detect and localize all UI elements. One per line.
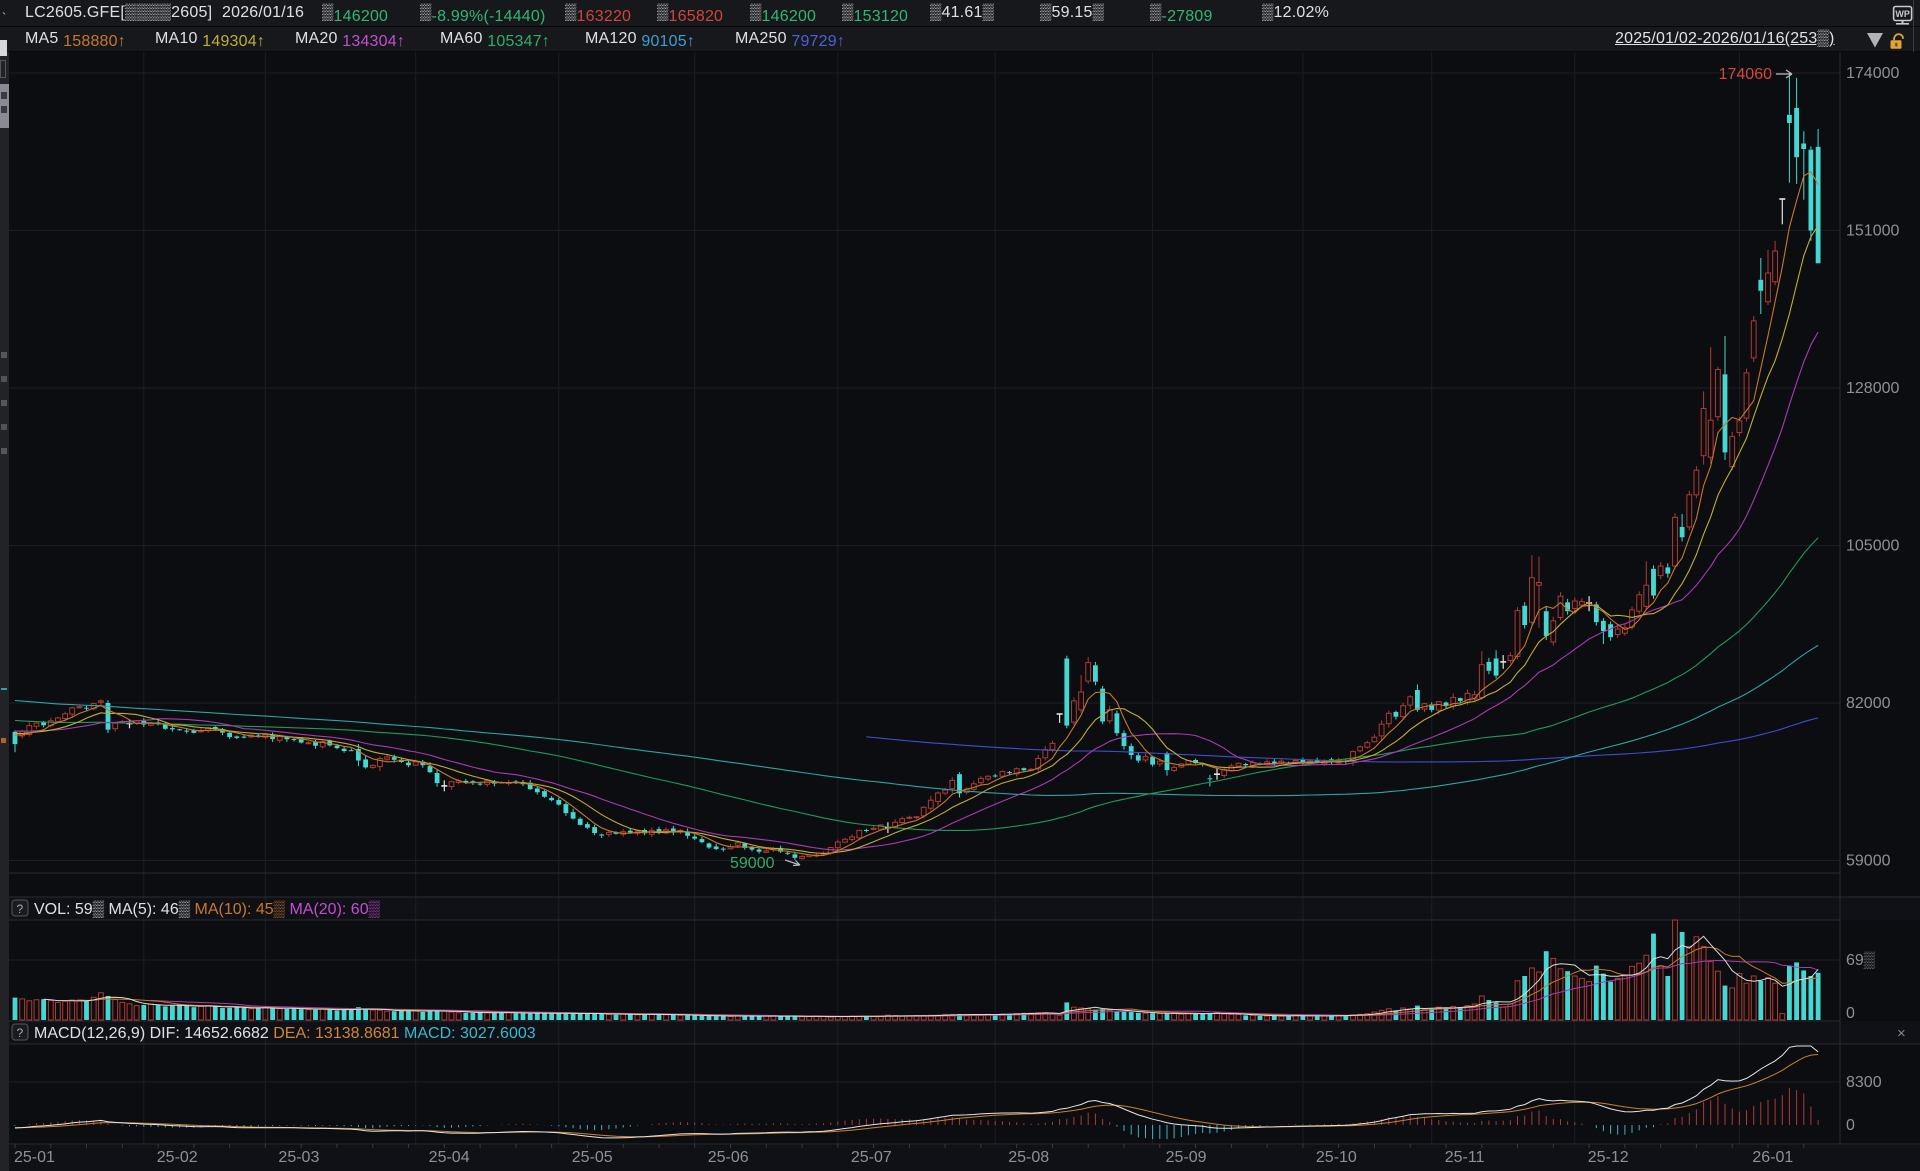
svg-text:151000: 151000 xyxy=(1846,222,1899,239)
svg-text:25-12: 25-12 xyxy=(1588,1149,1629,1166)
svg-text:69▒: 69▒ xyxy=(1846,951,1876,969)
svg-text:0: 0 xyxy=(1846,1005,1855,1022)
svg-text:174060: 174060 xyxy=(1719,66,1772,83)
svg-text:105000: 105000 xyxy=(1846,537,1899,554)
svg-text:25-06: 25-06 xyxy=(708,1149,749,1166)
svg-text:MACD(12,26,9) DIF: 14652.6682: MACD(12,26,9) DIF: 14652.6682 DEA: 13138… xyxy=(34,1025,536,1042)
svg-text:59000: 59000 xyxy=(730,855,775,872)
svg-text:×: × xyxy=(1897,1025,1906,1042)
svg-text:25-10: 25-10 xyxy=(1316,1149,1357,1166)
svg-text:WP: WP xyxy=(1895,9,1910,19)
svg-text:VOL: 59▒ MA(5): 46▒ MA(10):: VOL: 59▒ MA(5): 46▒ MA(10): 45▒ MA(20): … xyxy=(34,900,381,918)
svg-text:25-03: 25-03 xyxy=(278,1149,319,1166)
svg-text:25-08: 25-08 xyxy=(1008,1149,1049,1166)
svg-text:59000: 59000 xyxy=(1846,852,1891,869)
svg-text:82000: 82000 xyxy=(1846,695,1891,712)
svg-text:128000: 128000 xyxy=(1846,380,1899,397)
svg-text:26-01: 26-01 xyxy=(1752,1149,1793,1166)
svg-text:25-11: 25-11 xyxy=(1445,1149,1485,1166)
svg-text:25-02: 25-02 xyxy=(157,1149,198,1166)
svg-text:25-04: 25-04 xyxy=(429,1149,470,1166)
svg-text:25-09: 25-09 xyxy=(1166,1149,1207,1166)
svg-text:?: ? xyxy=(17,902,24,916)
svg-text:174000: 174000 xyxy=(1846,65,1899,82)
svg-text:25-07: 25-07 xyxy=(851,1149,892,1166)
svg-text:?: ? xyxy=(17,1026,24,1040)
svg-text:0: 0 xyxy=(1846,1117,1855,1134)
svg-text:25-05: 25-05 xyxy=(572,1149,613,1166)
svg-text:25-01: 25-01 xyxy=(14,1149,55,1166)
svg-text:8300: 8300 xyxy=(1846,1074,1882,1091)
